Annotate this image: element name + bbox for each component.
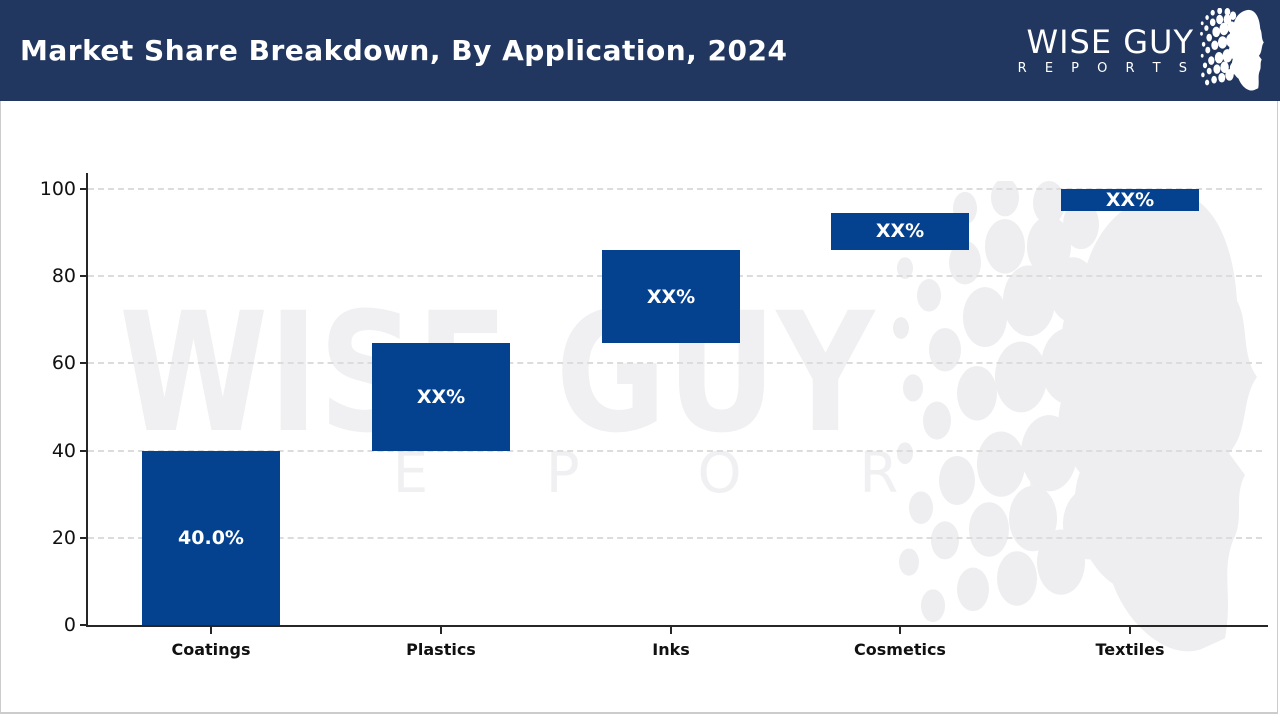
logo-text: WISE GUY R E P O R T S: [1017, 22, 1194, 77]
chart-card: WISE GUY R E P O R T S: [0, 101, 1278, 714]
logo-face-icon: [1200, 8, 1264, 91]
brand-logo: WISE GUY R E P O R T S: [1018, 6, 1268, 96]
logo-wordmark: WISE GUY: [1026, 22, 1194, 61]
logo-subtext: R E P O R T S: [1017, 61, 1194, 77]
watermark-face: [893, 181, 1257, 652]
header-bar: Market Share Breakdown, By Application, …: [0, 0, 1280, 101]
chart-title: Market Share Breakdown, By Application, …: [20, 34, 788, 67]
watermark-wordmark: WISE GUY: [119, 277, 875, 469]
